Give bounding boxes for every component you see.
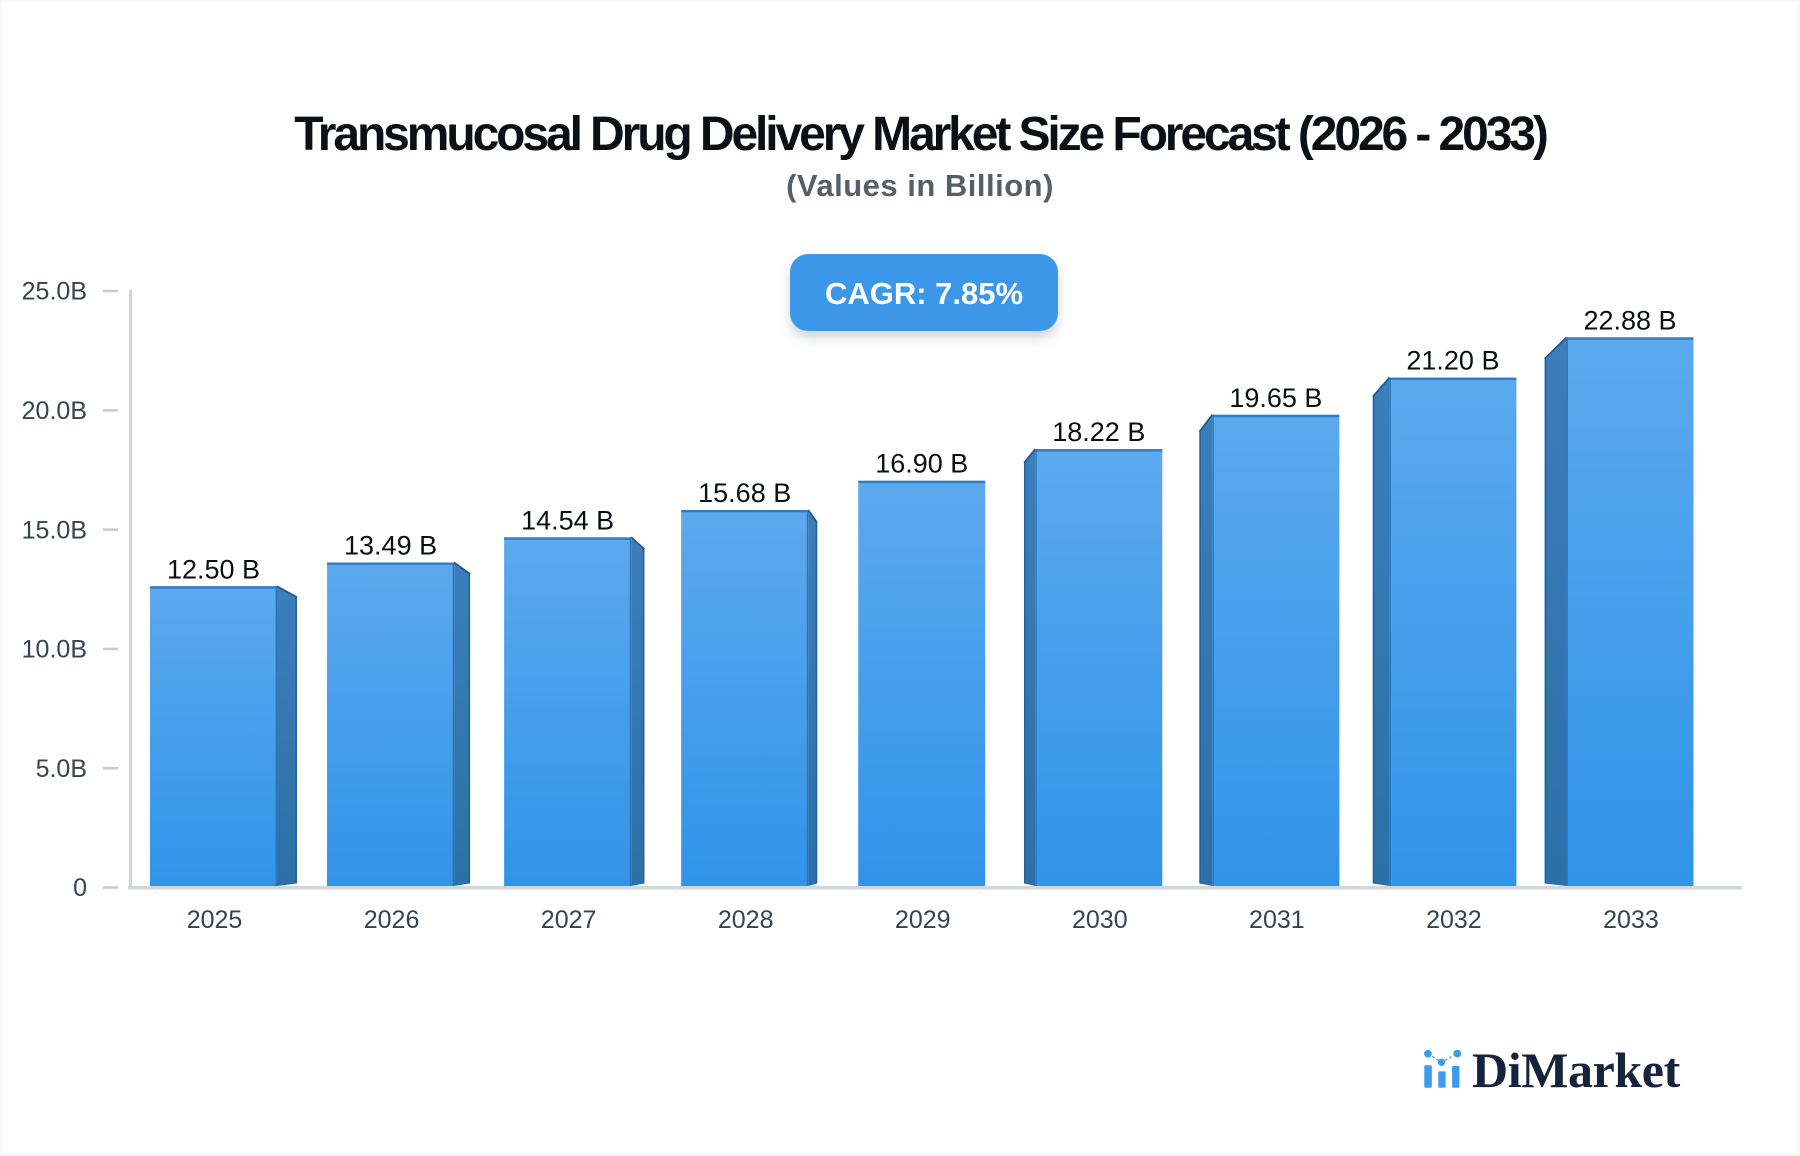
- svg-text:15.0B: 15.0B: [22, 516, 87, 544]
- svg-text:19.65 B: 19.65 B: [1229, 383, 1322, 413]
- svg-text:21.20 B: 21.20 B: [1406, 346, 1499, 376]
- svg-text:2028: 2028: [718, 906, 774, 934]
- svg-text:Transmucosal Drug Delivery Mar: Transmucosal Drug Delivery Market Size F…: [294, 108, 1547, 161]
- svg-text:14.54 B: 14.54 B: [521, 505, 614, 535]
- svg-text:2025: 2025: [187, 906, 243, 934]
- svg-text:10.0B: 10.0B: [22, 636, 87, 664]
- svg-text:2031: 2031: [1249, 906, 1305, 934]
- svg-text:18.22 B: 18.22 B: [1052, 417, 1145, 447]
- svg-text:2026: 2026: [364, 906, 420, 934]
- svg-text:25.0B: 25.0B: [22, 278, 87, 306]
- svg-text:15.68 B: 15.68 B: [698, 478, 791, 508]
- svg-text:5.0B: 5.0B: [36, 755, 87, 783]
- svg-text:CAGR: 7.85%: CAGR: 7.85%: [825, 276, 1023, 311]
- svg-text:22.88 B: 22.88 B: [1583, 305, 1676, 335]
- svg-text:0: 0: [73, 874, 87, 902]
- svg-text:2033: 2033: [1603, 906, 1659, 934]
- svg-text:2029: 2029: [895, 906, 951, 934]
- svg-text:16.90 B: 16.90 B: [875, 449, 968, 479]
- svg-text:20.0B: 20.0B: [22, 397, 87, 425]
- svg-text:(Values in Billion): (Values in Billion): [786, 168, 1054, 203]
- svg-text:2032: 2032: [1426, 906, 1482, 934]
- svg-text:13.49 B: 13.49 B: [344, 531, 437, 561]
- svg-text:2027: 2027: [541, 906, 597, 934]
- svg-text:DiMarket: DiMarket: [1472, 1042, 1681, 1098]
- svg-text:2030: 2030: [1072, 906, 1128, 934]
- svg-text:12.50 B: 12.50 B: [167, 554, 260, 584]
